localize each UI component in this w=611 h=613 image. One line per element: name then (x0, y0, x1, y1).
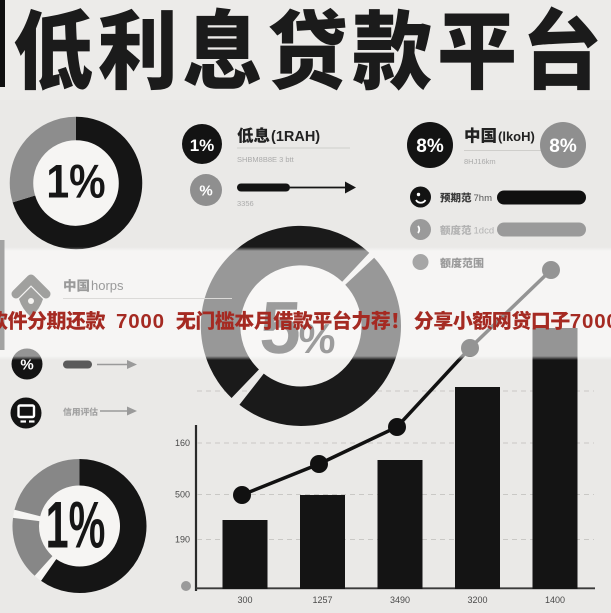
svg-text:1dcd: 1dcd (474, 226, 495, 237)
svg-text:1%: 1% (46, 487, 106, 561)
svg-text:3200: 3200 (467, 595, 487, 605)
svg-text:(1RAH): (1RAH) (271, 129, 320, 145)
svg-text:7hm: 7hm (474, 193, 493, 204)
svg-text:1257: 1257 (312, 595, 332, 605)
svg-text:3490: 3490 (390, 595, 410, 605)
svg-text:7000: 7000 (116, 310, 165, 333)
svg-text:horps: horps (91, 278, 124, 293)
svg-text:SHBM8B8E 3 btt: SHBM8B8E 3 btt (237, 155, 295, 164)
svg-text:3356: 3356 (237, 199, 254, 208)
svg-text:500: 500 (175, 490, 190, 500)
svg-text:%: % (199, 183, 212, 200)
svg-text:300: 300 (237, 595, 252, 605)
svg-text:8%: 8% (416, 136, 444, 157)
svg-text:1%: 1% (190, 136, 215, 155)
svg-text:(lkoH): (lkoH) (498, 129, 535, 144)
svg-text:190: 190 (175, 535, 190, 545)
svg-text:%: % (20, 357, 33, 374)
svg-text:160: 160 (175, 438, 190, 448)
svg-text:8%: 8% (549, 136, 577, 157)
svg-text:1%: 1% (46, 156, 105, 208)
svg-text:7000: 7000 (570, 310, 611, 333)
svg-text:8HJ16km: 8HJ16km (464, 157, 496, 166)
svg-text:1400: 1400 (545, 595, 565, 605)
